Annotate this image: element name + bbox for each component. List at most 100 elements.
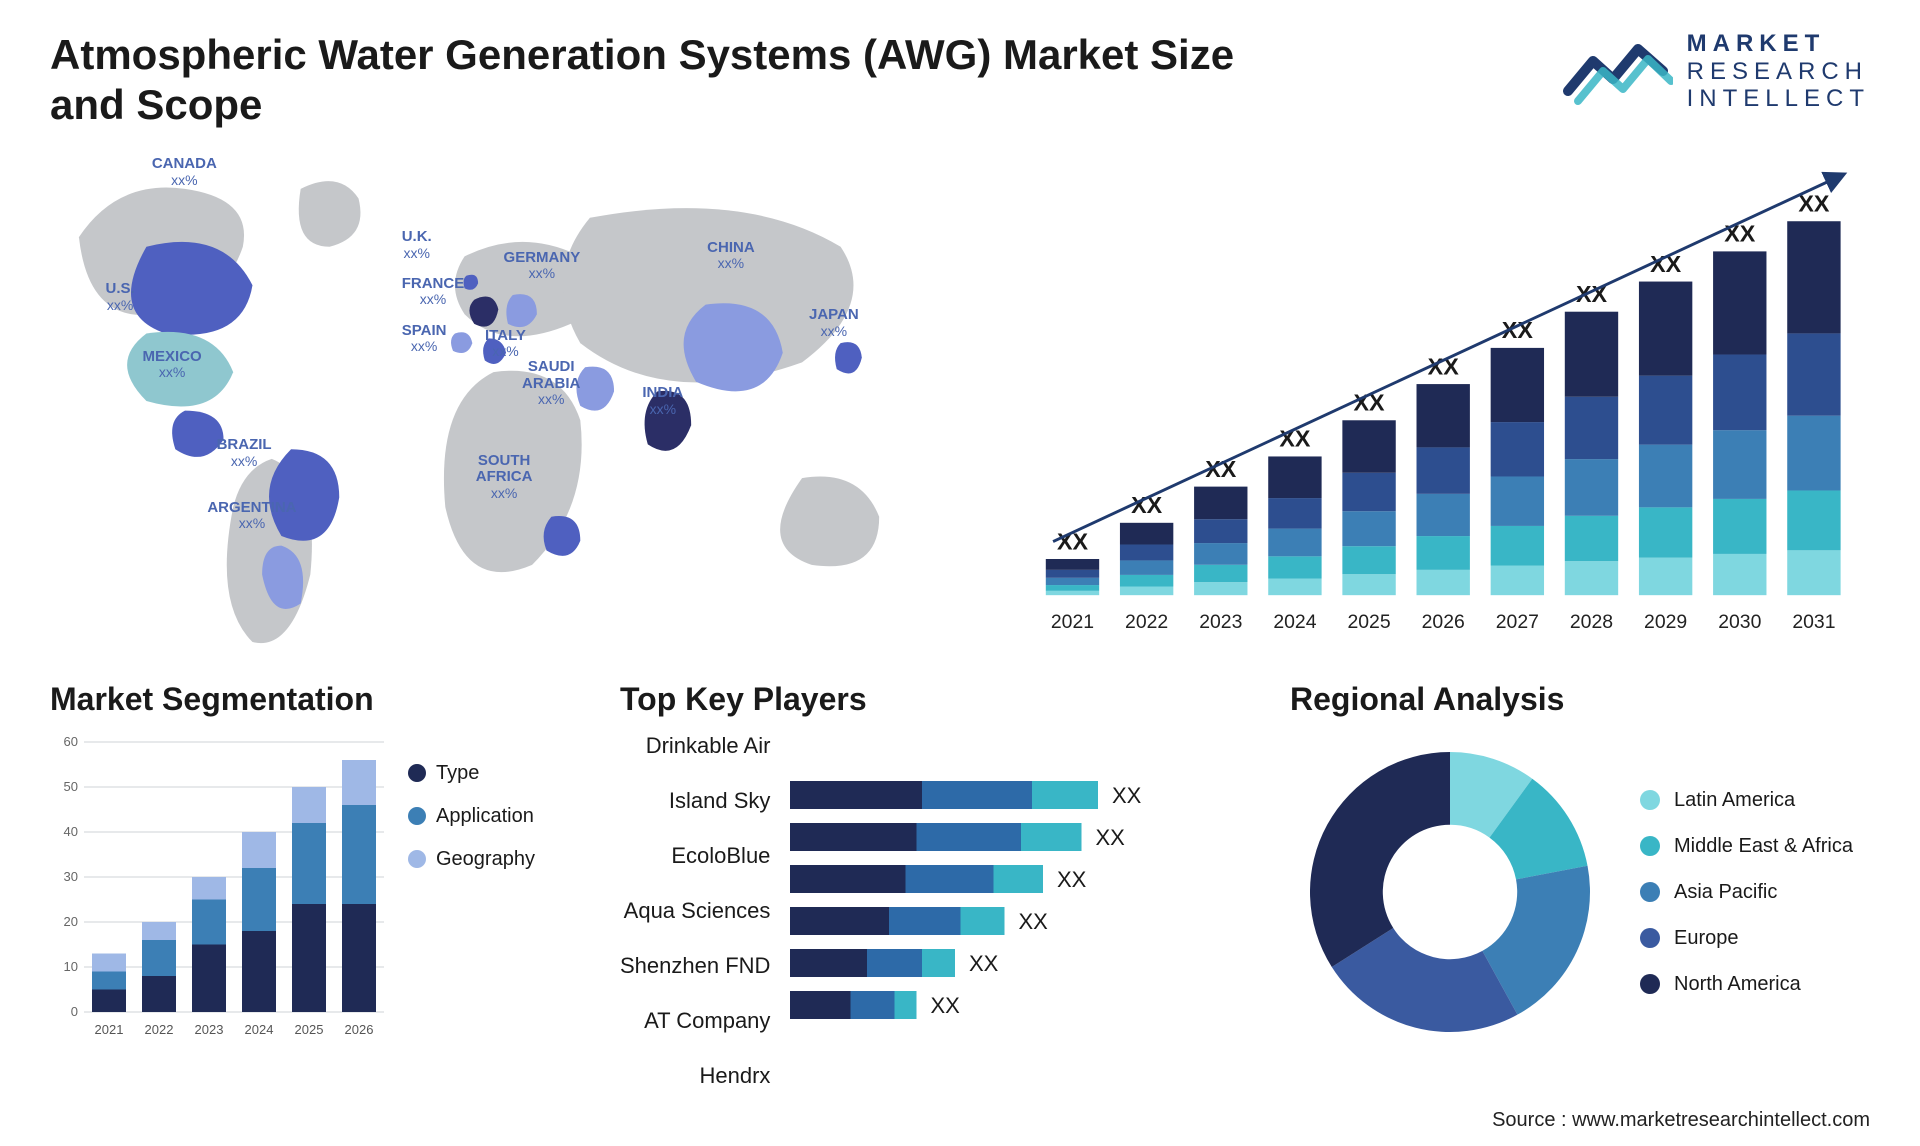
legend-item: Latin America (1640, 789, 1853, 811)
legend-item: Asia Pacific (1640, 881, 1853, 903)
svg-text:20: 20 (64, 914, 78, 929)
growth-chart: XX2021XX2022XX2023XX2024XX2025XX2026XX20… (1016, 141, 1870, 661)
svg-text:2028: 2028 (1569, 611, 1612, 633)
svg-text:2026: 2026 (1421, 611, 1464, 633)
svg-text:XX: XX (1096, 825, 1126, 850)
players-title: Top Key Players (620, 681, 1260, 718)
svg-text:2030: 2030 (1718, 611, 1761, 633)
legend-dot (1640, 928, 1660, 948)
players-labels: Drinkable Air Island Sky EcoloBlue Aqua Sci… (620, 732, 770, 1104)
header: Atmospheric Water Generation Systems (AW… (50, 30, 1870, 131)
map-label: SAUDIARABIAxx% (522, 359, 580, 407)
svg-text:2022: 2022 (1125, 611, 1168, 633)
svg-text:2025: 2025 (1347, 611, 1390, 633)
svg-text:2024: 2024 (1273, 611, 1316, 633)
legend-dot (1640, 882, 1660, 902)
svg-text:2022: 2022 (145, 1022, 174, 1037)
map-label: INDIAxx% (642, 385, 683, 417)
map-label: ITALYxx% (485, 328, 526, 360)
svg-text:2031: 2031 (1792, 611, 1835, 633)
player-name: Shenzhen FND (620, 952, 770, 994)
map-label: SPAINxx% (402, 323, 447, 355)
svg-text:2026: 2026 (345, 1022, 374, 1037)
legend-dot (408, 807, 426, 825)
brand-logo: MARKET RESEARCH INTELLECT (1563, 30, 1870, 113)
legend-label: North America (1674, 973, 1801, 995)
map-label: BRAZILxx% (217, 437, 272, 469)
svg-text:XX: XX (1112, 783, 1142, 808)
svg-text:2025: 2025 (295, 1022, 324, 1037)
player-name: Island Sky (620, 787, 770, 829)
player-name: Drinkable Air (620, 732, 770, 774)
svg-text:30: 30 (64, 869, 78, 884)
regional-legend: Latin America Middle East & Africa Asia Pa… (1640, 789, 1853, 995)
legend-item: Europe (1640, 927, 1853, 949)
legend-label: Type (436, 762, 479, 785)
map-label: FRANCExx% (402, 276, 465, 308)
player-name: Aqua Sciences (620, 897, 770, 939)
svg-text:60: 60 (64, 734, 78, 749)
page-title: Atmospheric Water Generation Systems (AW… (50, 30, 1250, 131)
logo-icon (1563, 31, 1673, 111)
map-label: JAPANxx% (809, 307, 859, 339)
map-label: SOUTHAFRICAxx% (476, 453, 533, 501)
source-text: Source : www.marketresearchintellect.com (1492, 1109, 1870, 1132)
regional-donut (1290, 732, 1610, 1052)
map-label: MEXICOxx% (143, 349, 202, 381)
svg-text:XX: XX (1057, 867, 1087, 892)
svg-text:2023: 2023 (1199, 611, 1242, 633)
regional-panel: Regional Analysis Latin America Middle Ea… (1290, 681, 1870, 1104)
logo-line3: INTELLECT (1687, 85, 1870, 113)
legend-label: Asia Pacific (1674, 881, 1777, 903)
legend-dot (408, 850, 426, 868)
legend-label: Middle East & Africa (1674, 835, 1853, 857)
svg-text:50: 50 (64, 779, 78, 794)
legend-dot (408, 764, 426, 782)
player-name: Hendrx (620, 1062, 770, 1104)
svg-text:2024: 2024 (245, 1022, 274, 1037)
segmentation-title: Market Segmentation (50, 681, 590, 718)
legend-item: Type (408, 762, 535, 785)
map-label: GERMANYxx% (504, 250, 581, 282)
svg-text:2023: 2023 (195, 1022, 224, 1037)
map-label: CANADAxx% (152, 156, 217, 188)
svg-text:2029: 2029 (1644, 611, 1687, 633)
map-label: U.S.xx% (106, 281, 135, 313)
regional-title: Regional Analysis (1290, 681, 1870, 718)
svg-text:2027: 2027 (1495, 611, 1538, 633)
legend-dot (1640, 790, 1660, 810)
legend-dot (1640, 836, 1660, 856)
player-name: AT Company (620, 1007, 770, 1049)
world-map: CANADAxx% U.S.xx% MEXICOxx% BRAZILxx% ARGENT… (50, 141, 976, 661)
legend-label: Geography (436, 848, 535, 871)
svg-text:XX: XX (1019, 909, 1049, 934)
logo-line1: MARKET (1687, 30, 1870, 58)
segmentation-panel: Market Segmentation 0 10 20 30 40 50 60 2021 202… (50, 681, 590, 1104)
legend-item: Geography (408, 848, 535, 871)
svg-text:XX: XX (1650, 251, 1682, 277)
legend-dot (1640, 974, 1660, 994)
legend-item: Middle East & Africa (1640, 835, 1853, 857)
svg-text:XX: XX (969, 951, 999, 976)
map-label: CHINAxx% (707, 240, 755, 272)
logo-text: MARKET RESEARCH INTELLECT (1687, 30, 1870, 113)
svg-text:XX: XX (1724, 220, 1756, 246)
svg-text:2021: 2021 (1050, 611, 1093, 633)
legend-item: Application (408, 805, 535, 828)
svg-text:10: 10 (64, 959, 78, 974)
legend-label: Application (436, 805, 534, 828)
map-label: ARGENTINAxx% (207, 500, 296, 532)
segmentation-legend: Type Application Geography (408, 732, 535, 1042)
segmentation-chart: 0 10 20 30 40 50 60 2021 2022 2023 2024 2025 2026 (50, 732, 390, 1042)
legend-label: Europe (1674, 927, 1739, 949)
svg-text:40: 40 (64, 824, 78, 839)
logo-line2: RESEARCH (1687, 58, 1870, 86)
svg-text:XX: XX (931, 993, 961, 1018)
svg-text:2021: 2021 (95, 1022, 124, 1037)
players-chart: XX XX XX XX XX XX (790, 732, 1210, 1042)
map-label: U.K.xx% (402, 229, 432, 261)
legend-label: Latin America (1674, 789, 1795, 811)
svg-text:0: 0 (71, 1004, 78, 1019)
legend-item: North America (1640, 973, 1853, 995)
player-name: EcoloBlue (620, 842, 770, 884)
